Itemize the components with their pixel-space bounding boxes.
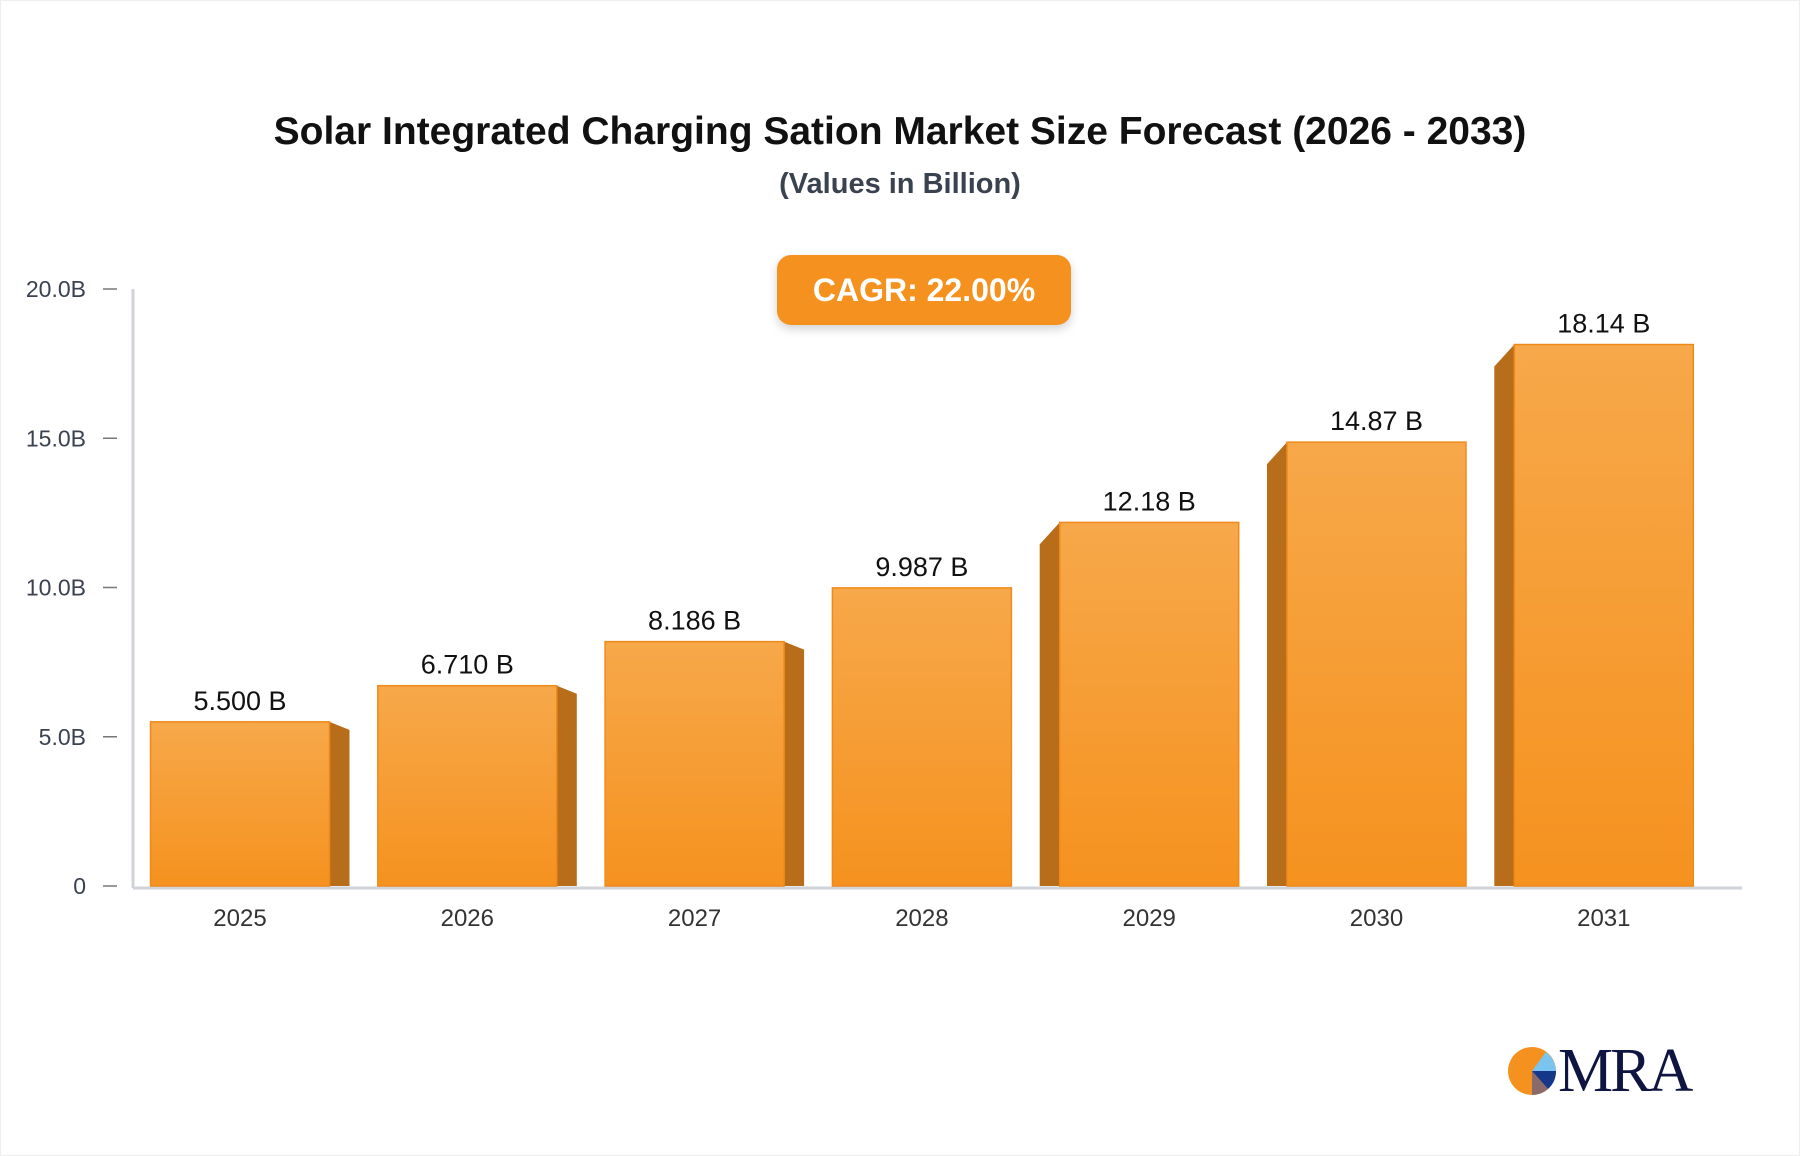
bar-side-face bbox=[1267, 442, 1287, 886]
x-tick-label: 2031 bbox=[1577, 905, 1630, 932]
bar bbox=[604, 640, 785, 887]
bar-side-face bbox=[556, 685, 577, 886]
bar-value-label: 14.87 B bbox=[1330, 406, 1423, 436]
bar-value-label: 18.14 B bbox=[1557, 309, 1650, 339]
x-tick-label: 2027 bbox=[668, 905, 721, 932]
bar-value-label: 5.500 B bbox=[193, 686, 286, 716]
y-tick-label: 0 bbox=[73, 873, 86, 899]
y-tick-label: 15.0B bbox=[26, 425, 86, 451]
bar-side-face bbox=[329, 721, 350, 886]
x-tick-label: 2028 bbox=[895, 905, 948, 932]
bar bbox=[149, 721, 331, 887]
x-tick-label: 2025 bbox=[213, 905, 266, 932]
bar-value-label: 12.18 B bbox=[1103, 486, 1196, 516]
bar-value-label: 8.186 B bbox=[648, 606, 741, 636]
bar-value-label: 9.987 B bbox=[875, 552, 968, 582]
cagr-badge: CAGR: 22.00% bbox=[777, 255, 1071, 325]
pie-logo-icon bbox=[1508, 1047, 1557, 1096]
y-tick-label: 5.0B bbox=[39, 724, 86, 750]
chart-title: Solar Integrated Charging Sation Market … bbox=[273, 110, 1527, 153]
y-tick-label: 20.0B bbox=[26, 276, 86, 302]
bar-side-face bbox=[1494, 344, 1515, 886]
bar bbox=[831, 587, 1013, 887]
bar bbox=[377, 684, 558, 887]
logo-text: MRA bbox=[1558, 1037, 1693, 1105]
x-tick-label: 2026 bbox=[441, 905, 494, 932]
chart-subtitle: (Values in Billion) bbox=[779, 168, 1021, 200]
bar bbox=[1286, 441, 1467, 887]
x-tick-label: 2029 bbox=[1123, 905, 1176, 932]
bar bbox=[1058, 521, 1240, 887]
bar bbox=[1513, 343, 1695, 887]
mra-logo: MRA bbox=[1506, 1037, 1693, 1105]
bar-side-face bbox=[1039, 522, 1060, 886]
bar-side-face bbox=[784, 641, 805, 886]
x-tick-label: 2030 bbox=[1350, 905, 1403, 932]
bar-value-label: 6.710 B bbox=[421, 650, 514, 680]
y-tick-label: 10.0B bbox=[26, 575, 86, 601]
